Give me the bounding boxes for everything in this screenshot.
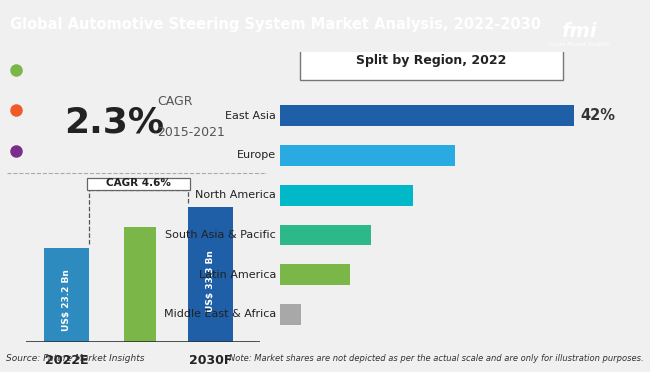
Text: US$ 33.3 Bn: US$ 33.3 Bn xyxy=(206,250,215,312)
Text: 2.3%: 2.3% xyxy=(64,106,164,140)
Text: Note: Market shares are not depicted as per the actual scale and are only for il: Note: Market shares are not depicted as … xyxy=(229,355,644,363)
Text: 42%: 42% xyxy=(580,108,616,123)
Bar xyxy=(280,304,300,325)
Bar xyxy=(280,105,573,126)
Text: South Asia & Pacific: South Asia & Pacific xyxy=(165,230,276,240)
Text: 2015-2021: 2015-2021 xyxy=(157,126,225,139)
Text: 2030F: 2030F xyxy=(188,354,232,366)
Bar xyxy=(188,207,233,342)
Text: CAGR: CAGR xyxy=(157,94,193,108)
Text: East Asia: East Asia xyxy=(225,111,276,121)
Text: 2022E: 2022E xyxy=(45,354,88,366)
Bar xyxy=(44,248,89,342)
Text: Middle East & Africa: Middle East & Africa xyxy=(164,310,276,320)
Bar xyxy=(124,227,157,342)
Text: Split by Region, 2022: Split by Region, 2022 xyxy=(356,54,507,67)
Text: Global Automotive Steering System Market Analysis, 2022-2030: Global Automotive Steering System Market… xyxy=(10,17,541,32)
Bar xyxy=(280,145,454,166)
Text: US$ 23.2 Bn: US$ 23.2 Bn xyxy=(62,269,71,331)
Bar xyxy=(280,264,350,285)
Text: fmi: fmi xyxy=(561,22,596,41)
Text: Source: Future Market Insights: Source: Future Market Insights xyxy=(6,355,145,363)
FancyBboxPatch shape xyxy=(86,178,190,190)
Text: Future Market Insights: Future Market Insights xyxy=(548,42,609,47)
Text: CAGR 4.6%: CAGR 4.6% xyxy=(106,178,171,188)
Bar xyxy=(280,225,370,245)
Text: Europe: Europe xyxy=(237,150,276,160)
Text: Latin America: Latin America xyxy=(199,270,276,280)
Text: North America: North America xyxy=(195,190,276,200)
Bar xyxy=(280,185,413,205)
FancyBboxPatch shape xyxy=(300,41,563,80)
